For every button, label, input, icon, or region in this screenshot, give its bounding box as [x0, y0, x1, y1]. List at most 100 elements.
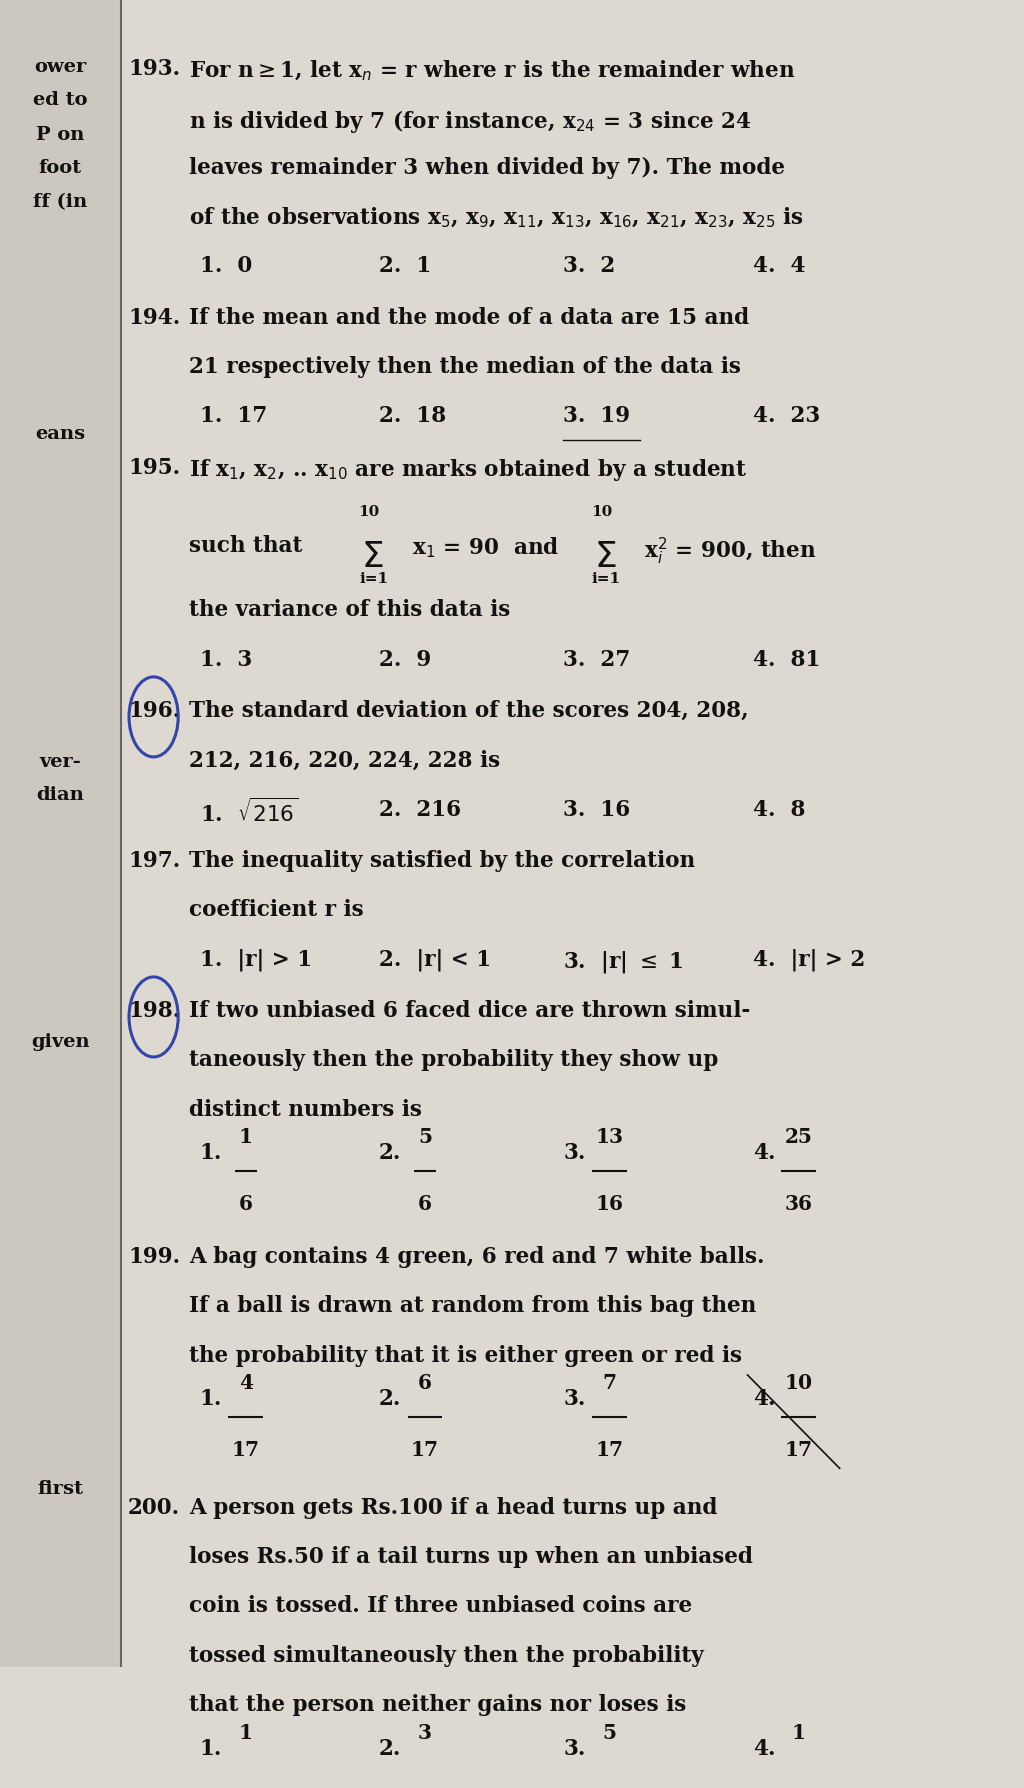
Text: 1.: 1. — [200, 1387, 222, 1411]
Text: tossed simultaneously then the probability: tossed simultaneously then the probabili… — [189, 1645, 705, 1666]
Text: i=1: i=1 — [592, 572, 621, 586]
Text: 17: 17 — [595, 1439, 624, 1461]
Text: 1.  3: 1. 3 — [200, 649, 252, 670]
Text: 16: 16 — [595, 1194, 624, 1214]
Text: distinct numbers is: distinct numbers is — [189, 1098, 422, 1121]
Text: 2.  18: 2. 18 — [379, 406, 446, 427]
Text: 4.: 4. — [753, 1738, 775, 1759]
Text: 4.  8: 4. 8 — [753, 799, 805, 821]
Text: coefficient r is: coefficient r is — [189, 899, 365, 921]
Text: 1: 1 — [792, 1722, 806, 1743]
Text: n is divided by 7 (for instance, x$_{24}$ = 3 since 24: n is divided by 7 (for instance, x$_{24}… — [189, 107, 752, 134]
Text: 3.  19: 3. 19 — [563, 406, 631, 427]
Text: 199.: 199. — [128, 1246, 180, 1268]
Text: The inequality satisfied by the correlation: The inequality satisfied by the correlat… — [189, 851, 695, 873]
Text: ff (in: ff (in — [34, 193, 87, 211]
Text: 6: 6 — [418, 1194, 432, 1214]
Text: coin is tossed. If three unbiased coins are: coin is tossed. If three unbiased coins … — [189, 1595, 692, 1618]
Text: that the person neither gains nor loses is: that the person neither gains nor loses … — [189, 1693, 687, 1716]
Text: 3.: 3. — [563, 1143, 586, 1164]
Text: ver-: ver- — [40, 753, 81, 771]
Text: 25: 25 — [784, 1128, 813, 1148]
Text: 17: 17 — [231, 1439, 260, 1461]
Text: 4.: 4. — [753, 1143, 775, 1164]
Text: P on: P on — [36, 125, 85, 145]
Text: 2.  9: 2. 9 — [379, 649, 431, 670]
Text: 196.: 196. — [128, 701, 180, 722]
Text: 2.: 2. — [379, 1387, 401, 1411]
Text: foot: foot — [39, 159, 82, 177]
Text: ed to: ed to — [33, 91, 88, 109]
Text: 10: 10 — [784, 1373, 813, 1393]
Text: 1: 1 — [239, 1128, 253, 1148]
Text: $\Sigma$: $\Sigma$ — [594, 540, 616, 574]
Text: 21 respectively then the median of the data is: 21 respectively then the median of the d… — [189, 356, 741, 377]
Text: 4.  4: 4. 4 — [753, 256, 805, 277]
Text: the variance of this data is: the variance of this data is — [189, 599, 511, 622]
Text: of the observations x$_5$, x$_9$, x$_{11}$, x$_{13}$, x$_{16}$, x$_{21}$, x$_{23: of the observations x$_5$, x$_9$, x$_{11… — [189, 206, 805, 231]
Text: If a ball is drawn at random from this bag then: If a ball is drawn at random from this b… — [189, 1295, 757, 1318]
Text: 4.  81: 4. 81 — [753, 649, 820, 670]
Text: If x$_1$, x$_2$, .. x$_{10}$ are marks obtained by a student: If x$_1$, x$_2$, .. x$_{10}$ are marks o… — [189, 456, 748, 483]
Text: 1.: 1. — [200, 1738, 222, 1759]
Text: 17: 17 — [784, 1439, 813, 1461]
Text: 3.  |r| $\leq$ 1: 3. |r| $\leq$ 1 — [563, 949, 684, 974]
Text: 198.: 198. — [128, 999, 180, 1023]
Text: 2.: 2. — [379, 1143, 401, 1164]
Text: 200.: 200. — [128, 1497, 180, 1520]
Text: 3.  16: 3. 16 — [563, 799, 631, 821]
Text: A bag contains 4 green, 6 red and 7 white balls.: A bag contains 4 green, 6 red and 7 whit… — [189, 1246, 765, 1268]
Text: taneously then the probability they show up: taneously then the probability they show… — [189, 1050, 719, 1071]
Text: x$_i^2$ = 900, then: x$_i^2$ = 900, then — [644, 535, 816, 567]
Text: If the mean and the mode of a data are 15 and: If the mean and the mode of a data are 1… — [189, 308, 750, 329]
Text: A person gets Rs.100 if a head turns up and: A person gets Rs.100 if a head turns up … — [189, 1497, 718, 1520]
Text: x$_1$ = 90  and: x$_1$ = 90 and — [412, 535, 559, 560]
Text: 4.: 4. — [753, 1387, 775, 1411]
Text: 2.  216: 2. 216 — [379, 799, 461, 821]
Text: 3.  27: 3. 27 — [563, 649, 631, 670]
Text: 10: 10 — [591, 504, 612, 519]
Text: 5: 5 — [602, 1722, 616, 1743]
Text: 6: 6 — [239, 1194, 253, 1214]
Text: 1.: 1. — [200, 1143, 222, 1164]
Text: dian: dian — [37, 787, 84, 805]
Text: 4: 4 — [239, 1373, 253, 1393]
Text: $\Sigma$: $\Sigma$ — [361, 540, 384, 574]
Text: 1: 1 — [239, 1722, 253, 1743]
Text: 212, 216, 220, 224, 228 is: 212, 216, 220, 224, 228 is — [189, 749, 501, 771]
Text: 1.  17: 1. 17 — [200, 406, 267, 427]
Text: 7: 7 — [602, 1373, 616, 1393]
Text: 13: 13 — [595, 1128, 624, 1148]
Text: If two unbiased 6 faced dice are thrown simul-: If two unbiased 6 faced dice are thrown … — [189, 999, 751, 1023]
Text: 195.: 195. — [128, 456, 180, 479]
Text: first: first — [38, 1480, 83, 1498]
Text: 1.  $\sqrt{216}$: 1. $\sqrt{216}$ — [200, 799, 298, 828]
Text: 3.  2: 3. 2 — [563, 256, 615, 277]
Text: i=1: i=1 — [359, 572, 388, 586]
Text: 4.  23: 4. 23 — [753, 406, 820, 427]
Bar — [0, 0, 121, 1668]
Text: ower: ower — [34, 57, 87, 75]
Text: given: given — [31, 1033, 90, 1051]
Text: 3.: 3. — [563, 1387, 586, 1411]
Text: 17: 17 — [411, 1439, 439, 1461]
Text: 1.  0: 1. 0 — [200, 256, 252, 277]
Text: 1.  |r| > 1: 1. |r| > 1 — [200, 949, 311, 971]
Text: 4.  |r| > 2: 4. |r| > 2 — [753, 949, 865, 971]
Text: For n$\geq$1, let x$_n$ = r where r is the remainder when: For n$\geq$1, let x$_n$ = r where r is t… — [189, 59, 796, 82]
Text: 5: 5 — [418, 1128, 432, 1148]
Text: 194.: 194. — [128, 308, 180, 329]
Text: 36: 36 — [784, 1194, 813, 1214]
Text: 3: 3 — [418, 1722, 432, 1743]
Text: such that: such that — [189, 535, 303, 558]
Text: 2.: 2. — [379, 1738, 401, 1759]
Text: 2.  1: 2. 1 — [379, 256, 431, 277]
Text: 193.: 193. — [128, 59, 180, 80]
Text: 10: 10 — [358, 504, 380, 519]
Text: 3.: 3. — [563, 1738, 586, 1759]
Text: 2.  |r| < 1: 2. |r| < 1 — [379, 949, 490, 971]
Text: 197.: 197. — [128, 851, 180, 873]
Text: the probability that it is either green or red is: the probability that it is either green … — [189, 1345, 742, 1366]
Text: loses Rs.50 if a tail turns up when an unbiased: loses Rs.50 if a tail turns up when an u… — [189, 1547, 754, 1568]
Text: 6: 6 — [418, 1373, 432, 1393]
